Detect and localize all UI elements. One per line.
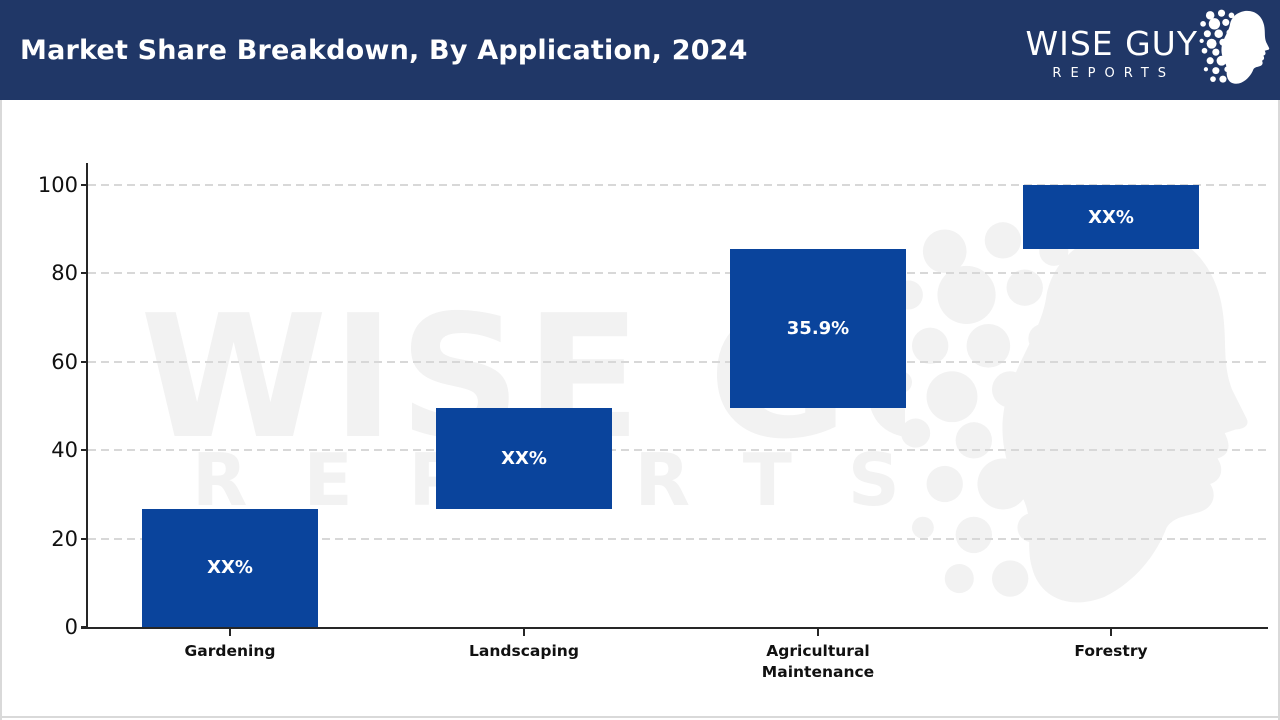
x-axis-line [81, 627, 1268, 629]
ytick-mark-40 [81, 449, 88, 452]
wiseguy-logo: WISE GUY REPORTS [1018, 4, 1274, 96]
bar-gardening: XX% [142, 508, 318, 627]
ytick-mark-100 [81, 184, 88, 186]
logo-text: WISE GUY REPORTS [1025, 24, 1198, 81]
bar-value-label: XX% [501, 447, 547, 469]
gridline-80 [88, 272, 1266, 275]
ytick-label-60: 60 [51, 349, 78, 374]
bar-landscaping: XX% [436, 407, 612, 509]
y-axis-line [86, 163, 88, 629]
gridline-60 [88, 360, 1266, 363]
xtick-mark-0 [229, 629, 231, 636]
category-label-agricultural-maintenance: Agricultural Maintenance [762, 641, 874, 683]
category-label-line: Forestry [1074, 642, 1148, 660]
gridline-20 [88, 537, 1266, 540]
ytick-mark-60 [81, 360, 88, 363]
bar-value-label: 35.9% [786, 317, 850, 339]
bar-forestry: XX% [1023, 185, 1199, 250]
bar-value-label: XX% [1088, 206, 1134, 228]
xtick-mark-2 [817, 629, 819, 636]
ytick-mark-80 [81, 272, 88, 275]
ytick-label-80: 80 [51, 261, 78, 286]
frame-border-left [0, 100, 2, 720]
logo-reports-label: REPORTS [1052, 66, 1176, 81]
category-label-forestry: Forestry [1074, 641, 1147, 662]
xtick-mark-3 [1110, 629, 1112, 636]
ytick-label-20: 20 [51, 526, 78, 551]
ytick-label-0: 0 [64, 615, 78, 639]
ytick-label-100: 100 [37, 173, 78, 197]
header-bar: Market Share Breakdown, By Application, … [0, 0, 1280, 100]
bar-value-label: XX% [207, 557, 253, 579]
frame-border-bottom [0, 716, 1280, 718]
gridline-100 [88, 184, 1266, 186]
category-label-line: Maintenance [761, 663, 875, 681]
logo-head-icon [1199, 9, 1270, 84]
category-label-landscaping: Landscaping [469, 641, 579, 662]
gridline-40 [88, 449, 1266, 452]
category-label-line: Landscaping [469, 642, 579, 660]
category-label-line: Agricultural [766, 642, 870, 660]
category-label-gardening: Gardening [185, 641, 276, 662]
frame-border-right [1278, 100, 1280, 720]
watermark-head-icon [890, 222, 1248, 603]
category-label-line: Gardening [184, 642, 276, 660]
logo-wiseguy-label: WISE GUY [1025, 24, 1198, 63]
bar-agricultural-maintenance: 35.9% [730, 249, 906, 408]
ytick-mark-20 [81, 537, 88, 540]
page-title: Market Share Breakdown, By Application, … [20, 34, 748, 66]
ytick-label-40: 40 [51, 438, 78, 463]
xtick-mark-1 [523, 629, 525, 636]
